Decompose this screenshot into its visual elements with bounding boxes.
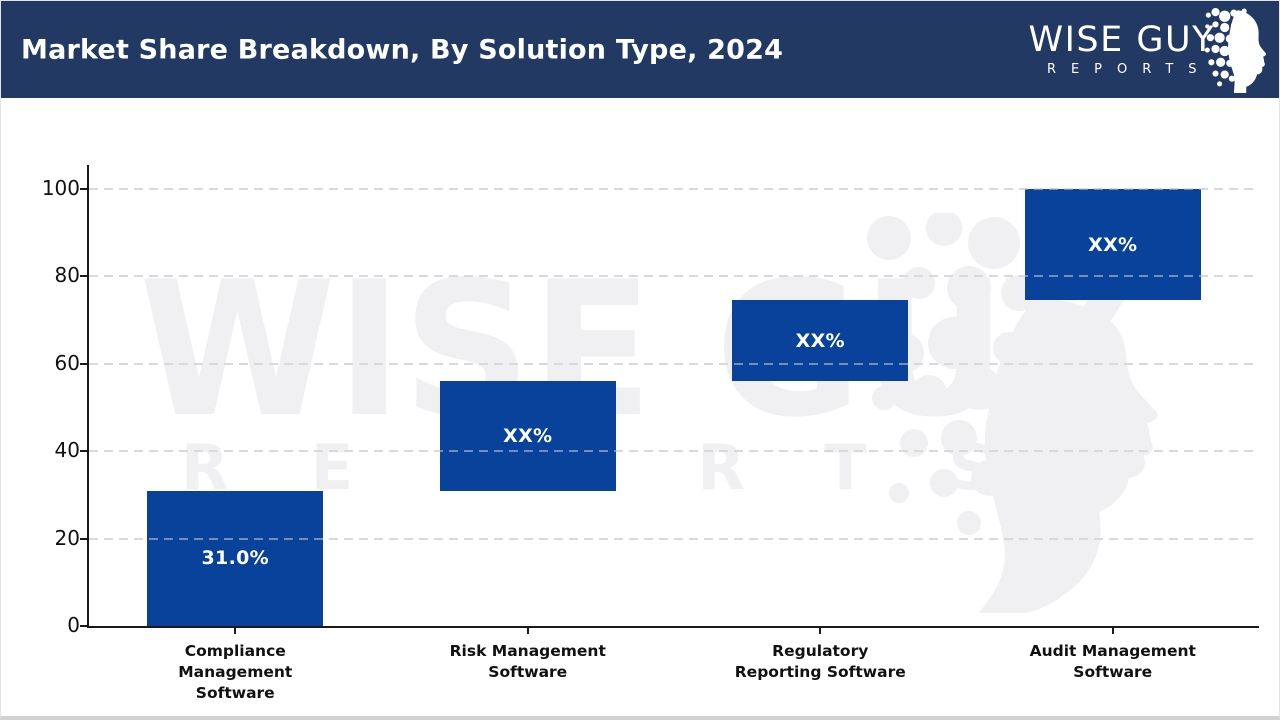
x-axis-label-line: Risk Management xyxy=(449,642,606,660)
y-axis-tick-label: 40 xyxy=(54,438,80,463)
y-axis-tick xyxy=(80,188,88,190)
gridline-over xyxy=(89,537,1259,540)
x-axis-label-line: Software xyxy=(1073,663,1153,681)
y-axis-tick-label: 0 xyxy=(67,613,80,637)
x-axis-label: Regulatory Reporting Software xyxy=(670,641,970,683)
y-axis-tick-label: 60 xyxy=(54,350,80,375)
gridline-over xyxy=(89,362,1259,365)
x-axis-label-line: Audit Management xyxy=(1029,642,1196,660)
bar-value-label: 31.0% xyxy=(201,547,269,570)
chart-title: Market Share Breakdown, By Solution Type… xyxy=(21,34,784,65)
gridline-over xyxy=(89,450,1259,453)
bar: 31.0% xyxy=(147,490,324,626)
y-axis-tick xyxy=(80,450,88,453)
x-axis-label-line: Software xyxy=(195,684,275,702)
brand-logo: WISE GUY REPORTS xyxy=(1028,6,1271,94)
gridline-over xyxy=(89,188,1259,190)
y-axis-tick xyxy=(80,362,88,365)
x-axis-label-line: Regulatory xyxy=(772,642,869,660)
y-axis-line xyxy=(87,165,89,628)
x-axis-label-line: Reporting Software xyxy=(734,663,906,681)
y-axis-tick-label: 80 xyxy=(54,263,80,288)
y-axis-tick xyxy=(80,537,88,540)
bar: XX% xyxy=(732,300,909,382)
wise-guy-head-icon xyxy=(1204,8,1266,93)
brand-logo-text: WISE GUY REPORTS xyxy=(1028,20,1215,78)
x-axis-tick xyxy=(234,628,237,634)
x-axis-label-line: Software xyxy=(488,663,568,681)
header-bar: Market Share Breakdown, By Solution Type… xyxy=(1,1,1279,98)
bar-value-label: XX% xyxy=(503,424,553,447)
y-axis-tick-label: 20 xyxy=(54,525,80,550)
x-axis-tick xyxy=(526,628,529,634)
gridline-over xyxy=(89,275,1259,278)
y-axis-tick xyxy=(80,625,88,627)
x-axis-label-line: Management xyxy=(178,663,293,681)
brand-subname: REPORTS xyxy=(1046,62,1212,77)
brand-name: WISE GUY xyxy=(1028,20,1215,60)
y-axis-tick-label: 100 xyxy=(41,176,80,200)
y-axis-tick xyxy=(80,275,88,278)
x-axis-label: Risk Management Software xyxy=(378,641,678,683)
x-axis-tick xyxy=(1111,628,1114,634)
x-axis-label-line: Compliance xyxy=(184,642,286,660)
bar-value-label: XX% xyxy=(1088,233,1138,256)
x-axis-label: Audit Management Software xyxy=(963,641,1263,683)
x-axis-line xyxy=(87,626,1259,628)
x-axis-label: Compliance Management Software xyxy=(85,641,385,704)
bar-value-label: XX% xyxy=(795,329,845,352)
x-axis-tick xyxy=(819,628,822,634)
bar: XX% xyxy=(1024,189,1201,301)
bar: XX% xyxy=(439,381,616,491)
